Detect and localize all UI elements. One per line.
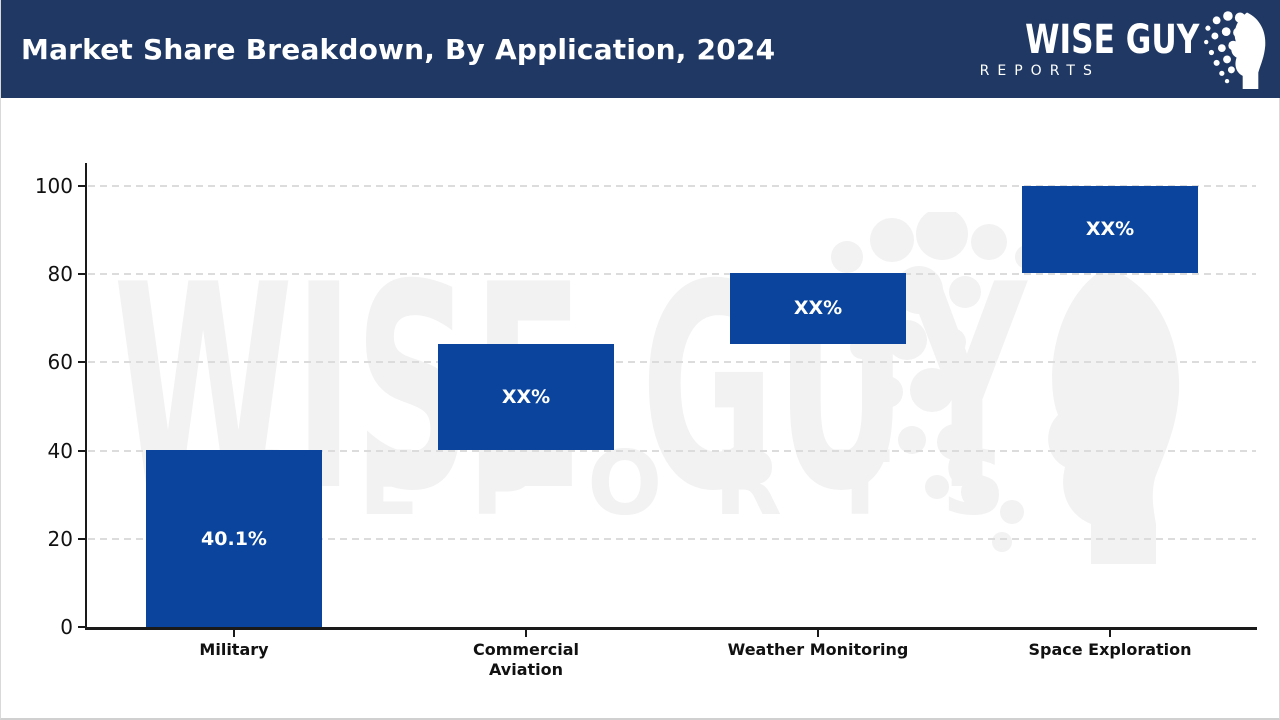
bar-weather-monitoring: XX% xyxy=(730,272,906,344)
logo-reports-text: REPORTS xyxy=(979,62,1100,79)
chart-title: Market Share Breakdown, By Application, … xyxy=(21,32,776,66)
x-tick-mark xyxy=(525,630,527,637)
logo-head-icon xyxy=(1204,11,1266,89)
y-tick-label: 100 xyxy=(34,174,73,198)
y-gridline xyxy=(88,185,1256,187)
x-category-label: Commercial Aviation xyxy=(406,640,646,680)
y-tick-mark xyxy=(78,626,85,628)
wise-guy-reports-logo: WISE GUY REPORTS xyxy=(976,7,1267,91)
y-gridline xyxy=(88,537,1256,540)
y-tick-label: 40 xyxy=(47,438,73,463)
bar-value-label: 40.1% xyxy=(201,527,267,550)
x-category-label-line: Space Exploration xyxy=(1028,640,1192,659)
y-gridline xyxy=(88,361,1256,364)
x-category-label-line: Aviation xyxy=(488,660,564,679)
header-bar: Market Share Breakdown, By Application, … xyxy=(1,0,1280,98)
bar-value-label: XX% xyxy=(793,297,843,320)
x-category-label: Space Exploration xyxy=(990,640,1230,660)
x-tick-mark xyxy=(1109,630,1111,637)
x-category-label: Military xyxy=(114,640,354,660)
x-category-label-line: Commercial xyxy=(472,640,580,659)
x-tick-mark xyxy=(233,630,235,637)
x-category-label-line: Military xyxy=(199,640,269,659)
x-category-label: Weather Monitoring xyxy=(698,640,938,660)
y-tick-mark xyxy=(78,537,85,540)
x-category-label-line: Weather Monitoring xyxy=(727,640,909,659)
logo-wordmark: WISE GUY xyxy=(1024,16,1199,63)
y-tick-label: 20 xyxy=(47,526,73,551)
x-axis-line xyxy=(85,627,1257,630)
bar-value-label: XX% xyxy=(501,386,551,408)
y-tick-mark xyxy=(78,449,85,452)
logo-text-block: WISE GUY REPORTS xyxy=(976,20,1199,79)
y-tick-mark xyxy=(78,361,85,364)
y-tick-label: 80 xyxy=(47,262,73,287)
y-tick-mark xyxy=(78,273,85,276)
y-gridline xyxy=(88,449,1256,452)
bar-military: 40.1% xyxy=(146,450,322,627)
bar-value-label: XX% xyxy=(1085,218,1135,241)
watermark-reports-text: REPORTS xyxy=(239,432,1058,535)
bar-space-exploration: XX% xyxy=(1022,186,1198,273)
x-tick-mark xyxy=(817,630,819,637)
y-axis-spine xyxy=(85,163,87,630)
y-tick-label: 60 xyxy=(47,350,73,375)
y-tick-mark xyxy=(78,185,85,187)
y-tick-label: 0 xyxy=(60,615,73,639)
bar-commercial-aviation: XX% xyxy=(438,343,614,451)
y-gridline xyxy=(88,273,1256,276)
watermark-head-dots-graphic xyxy=(825,212,1180,564)
